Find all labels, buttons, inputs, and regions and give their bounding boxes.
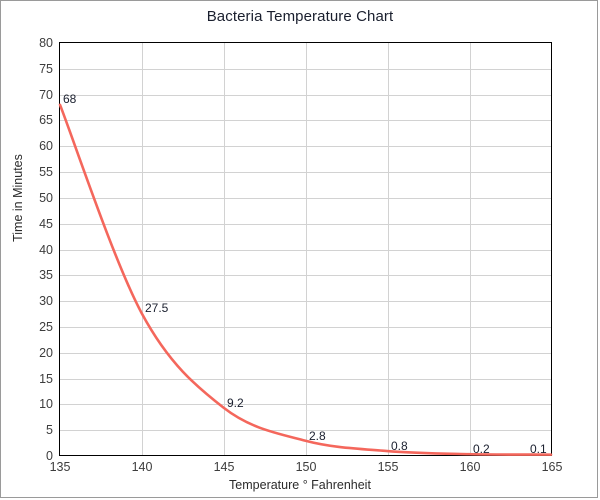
data-point-label: 0.1 bbox=[530, 442, 547, 457]
data-point-label: 0.8 bbox=[391, 438, 408, 453]
gridline-horizontal bbox=[60, 352, 551, 354]
y-tick-label: 10 bbox=[39, 397, 53, 412]
x-tick-label: 160 bbox=[459, 460, 481, 474]
data-point-label: 0.2 bbox=[473, 441, 490, 456]
y-tick-label: 20 bbox=[39, 345, 53, 360]
chart-title: Bacteria Temperature Chart bbox=[206, 8, 394, 25]
gridline-horizontal bbox=[60, 94, 551, 96]
gridline-horizontal bbox=[60, 197, 551, 199]
plot-area bbox=[58, 42, 553, 456]
x-tick-label: 135 bbox=[49, 460, 71, 474]
gridline-horizontal bbox=[60, 68, 551, 70]
data-point-labels: 68 27.5 9.2 2.8 0.8 0.2 0.1 bbox=[60, 43, 552, 457]
gridline-vertical bbox=[142, 43, 143, 455]
gridline-horizontal bbox=[60, 172, 551, 174]
gridline-horizontal bbox=[60, 249, 551, 251]
y-axis-tick-labels: 0 5 10 15 20 25 30 35 40 45 50 55 60 65 70 75 80 bbox=[1, 36, 53, 463]
y-tick-label: 75 bbox=[39, 61, 53, 76]
y-tick-label: 55 bbox=[39, 165, 53, 180]
data-point-label: 27.5 bbox=[145, 301, 169, 316]
x-tick-label: 165 bbox=[541, 460, 563, 474]
y-tick-label: 5 bbox=[46, 423, 53, 438]
gridline-horizontal bbox=[60, 378, 551, 380]
y-tick-label: 35 bbox=[39, 268, 53, 283]
x-axis-title: Temperature ° Fahrenheit bbox=[229, 478, 371, 492]
plot-gridlines bbox=[60, 43, 551, 455]
y-tick-label: 15 bbox=[39, 371, 53, 386]
data-point-label: 2.8 bbox=[309, 428, 326, 443]
y-tick-label: 70 bbox=[39, 87, 53, 102]
gridline-horizontal bbox=[60, 301, 551, 303]
line-series bbox=[58, 103, 553, 456]
y-tick-label: 65 bbox=[39, 113, 53, 128]
y-tick-label: 30 bbox=[39, 294, 53, 309]
y-tick-label: 45 bbox=[39, 216, 53, 231]
y-tick-label: 60 bbox=[39, 139, 53, 154]
gridline-horizontal bbox=[60, 275, 551, 277]
y-tick-label: 0 bbox=[46, 449, 53, 463]
y-tick-label: 40 bbox=[39, 242, 53, 257]
y-tick-label: 25 bbox=[39, 319, 53, 334]
gridline-horizontal bbox=[60, 146, 551, 148]
gridline-vertical bbox=[306, 43, 307, 455]
y-tick-label: 80 bbox=[39, 36, 53, 50]
y-tick-label: 50 bbox=[39, 190, 53, 205]
gridline-horizontal bbox=[60, 326, 551, 328]
gridline-horizontal bbox=[60, 404, 551, 406]
x-tick-label: 150 bbox=[295, 460, 317, 474]
gridline-horizontal bbox=[60, 430, 551, 432]
x-tick-label: 145 bbox=[213, 460, 235, 474]
gridline-vertical bbox=[224, 43, 225, 455]
x-axis-tick-labels: 135 140 145 150 155 160 165 bbox=[50, 460, 563, 480]
series-path-bacteria bbox=[58, 103, 553, 456]
x-tick-label: 140 bbox=[131, 460, 153, 474]
gridline-horizontal bbox=[60, 223, 551, 225]
data-point-label: 9.2 bbox=[227, 395, 244, 410]
gridline-vertical bbox=[470, 43, 471, 455]
data-point-label: 68 bbox=[63, 91, 77, 106]
x-tick-label: 155 bbox=[377, 460, 399, 474]
gridline-vertical bbox=[388, 43, 389, 455]
gridline-horizontal bbox=[60, 120, 551, 122]
